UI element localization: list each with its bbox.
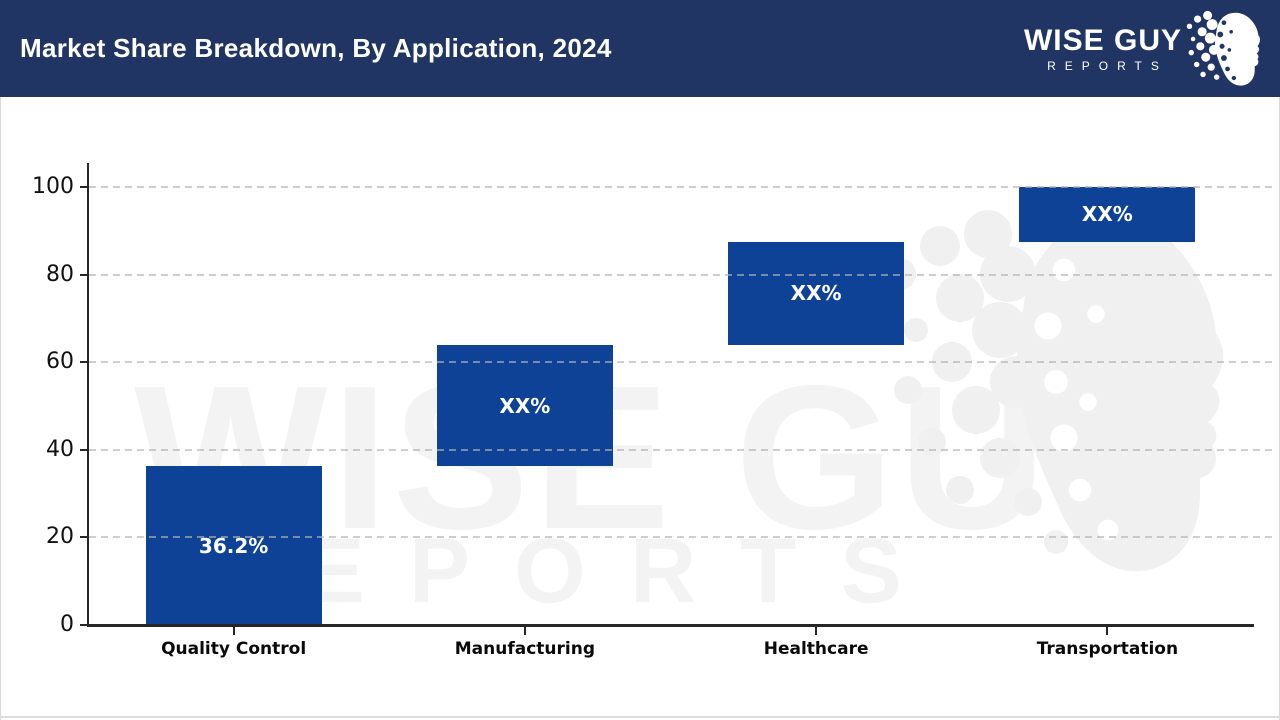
y-tick-label-0: 0 [60, 612, 74, 637]
x-tick-label-quality-control: Quality Control [161, 639, 307, 659]
y-tick-label-80: 80 [46, 261, 74, 287]
wise-guy-logo: WISE GUY REPORTS [1024, 9, 1262, 89]
bottom-divider [0, 716, 1280, 718]
x-tick-quality-control [232, 627, 235, 635]
logo-wordmark: WISE GUY [1023, 23, 1182, 57]
bar-value-label-transportation: XX% [1081, 202, 1133, 227]
y-tick-80 [80, 273, 88, 276]
y-axis-line [87, 163, 89, 625]
y-tick-label-60: 60 [46, 349, 74, 375]
bar-manufacturing: XX% [436, 344, 613, 467]
y-tick-label-100: 100 [32, 174, 74, 199]
x-axis-line [87, 624, 1254, 627]
gridline-80 [89, 273, 1277, 276]
logo-text: WISE GUY REPORTS [1023, 23, 1182, 73]
gridline-100 [89, 186, 1277, 188]
bar-value-label-manufacturing: XX% [499, 393, 551, 418]
bar-quality-control: 36.2% [145, 466, 322, 625]
y-tick-0 [80, 624, 88, 626]
gridline-40 [89, 448, 1277, 451]
y-tick-label-40: 40 [46, 436, 74, 462]
y-tick-label-20: 20 [46, 524, 74, 550]
bar-healthcare: XX% [728, 241, 905, 345]
x-tick-transportation [1106, 627, 1109, 635]
y-tick-40 [80, 448, 88, 451]
logo-face-icon [1186, 10, 1261, 86]
logo-subtitle: REPORTS [1047, 58, 1168, 73]
header-bar: Market Share Breakdown, By Application, … [0, 0, 1280, 97]
chart-title: Market Share Breakdown, By Application, … [20, 33, 612, 63]
bar-value-label-healthcare: XX% [790, 281, 842, 306]
x-tick-label-healthcare: Healthcare [763, 639, 869, 659]
x-tick-healthcare [815, 627, 818, 635]
x-tick-label-transportation: Transportation [1036, 639, 1179, 659]
bar-transportation: XX% [1019, 187, 1196, 242]
x-tick-manufacturing [523, 627, 526, 635]
x-tick-label-manufacturing: Manufacturing [454, 639, 595, 659]
y-tick-20 [80, 536, 88, 539]
gridline-20 [89, 536, 1277, 539]
y-tick-100 [80, 186, 88, 188]
y-tick-60 [80, 361, 88, 364]
gridline-60 [89, 361, 1277, 364]
